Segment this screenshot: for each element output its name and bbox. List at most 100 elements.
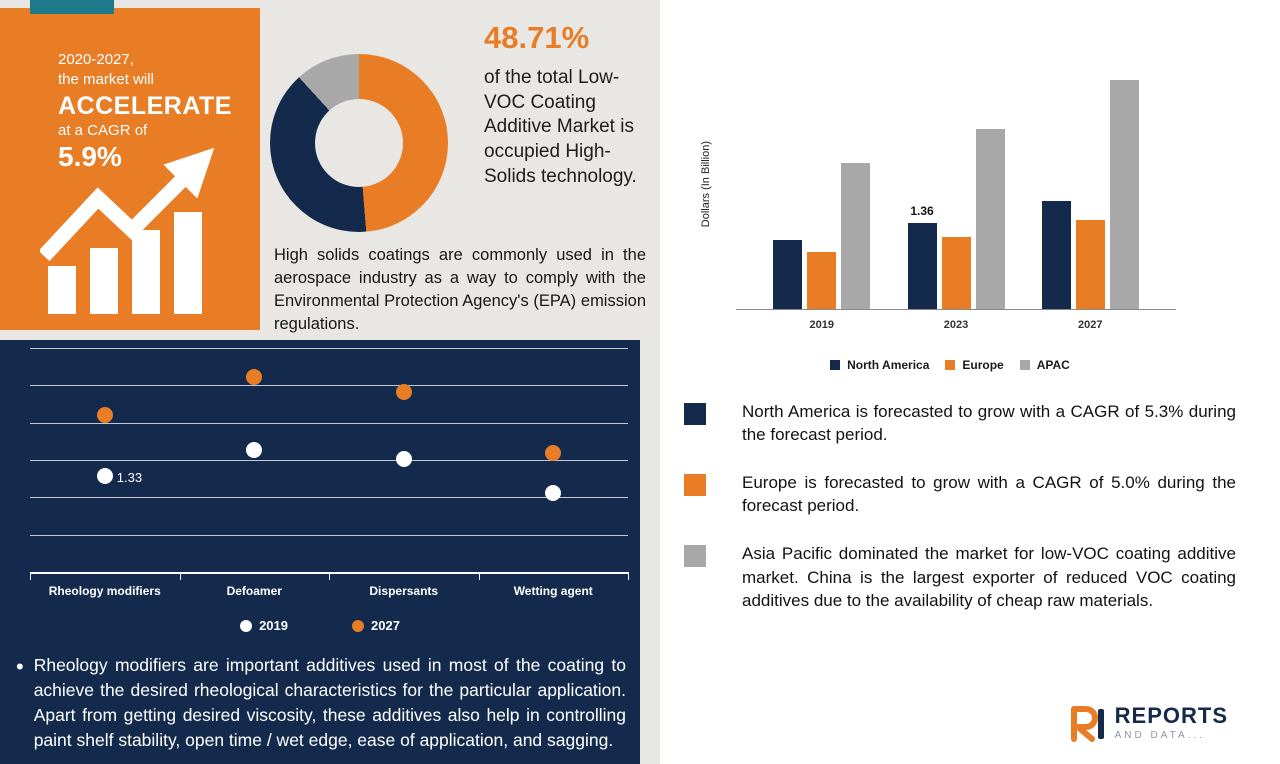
bullet-text-apac: Asia Pacific dominated the market for lo… — [742, 544, 1236, 610]
promo-text-block: 2020-2027, the market will ACCELERATE at… — [0, 8, 260, 173]
promo-accelerate: ACCELERATE — [58, 91, 232, 120]
promo-cagr-label: at a CAGR of — [58, 121, 148, 139]
bar-group-2019: 2019 — [773, 58, 871, 331]
bullet-glyph: • — [16, 654, 24, 679]
bar-chart-plot: 2019 1.36 2023 2027 — [736, 58, 1176, 331]
stat-number: 48.71% — [484, 20, 590, 55]
bar-value-label: 1.36 — [910, 204, 934, 219]
highlight-body-text: High solids coatings are commonly used i… — [274, 246, 646, 334]
bullet-text-north-america: North America is forecasted to grow with… — [742, 402, 1236, 445]
donut-chart — [270, 54, 448, 232]
dot-value-label: 1.33 — [116, 470, 143, 485]
region-bullets: North America is forecasted to grow with… — [684, 400, 1236, 637]
dot-plot-chart: 1.33 Rheology modifiers Defoamer Dispersan… — [30, 348, 629, 598]
data-point-2019 — [395, 450, 412, 467]
growth-arrow-icon — [40, 147, 215, 314]
dot-plot-legend: 2019 2027 — [0, 618, 640, 633]
bullet-row-north-america: North America is forecasted to grow with… — [684, 400, 1236, 446]
legend-square-europe — [945, 360, 956, 370]
bullet-text-europe: Europe is forecasted to grow with a CAGR… — [742, 473, 1236, 516]
highlight-panel: 48.71% of the total Low-VOC Coating Addi… — [260, 0, 660, 333]
dot-plot-note-text: Rheology modifiers are important additiv… — [33, 655, 626, 750]
logo-title: REPORTS — [1114, 703, 1228, 728]
logo-icon — [1070, 706, 1104, 742]
promo-line: the market will — [58, 71, 154, 89]
donut-row: 48.71% of the total Low-VOC Coating Addi… — [260, 0, 660, 232]
bullet-square — [684, 545, 706, 568]
bullet-row-apac: Asia Pacific dominated the market for lo… — [684, 542, 1236, 611]
axis-tick — [478, 572, 480, 580]
bar-north-america: 1.36 — [907, 204, 937, 309]
bullet-square — [684, 403, 706, 425]
right-panel: Dollars (In Billion) 2019 1.36 2023 2027 No… — [660, 0, 1280, 764]
bar-europe — [941, 237, 971, 309]
category-label-wetting-agent: Wetting agent — [513, 584, 593, 598]
dot-plot-area: 1.33 — [30, 348, 629, 580]
category-label-defoamer: Defoamer — [226, 584, 282, 598]
x-tick-label: 2023 — [943, 319, 969, 331]
legend-square-north-america — [830, 360, 841, 370]
dot-plot-note-row: • Rheology modifiers are important addit… — [16, 653, 626, 752]
legend-dot-2027 — [352, 619, 364, 632]
donut-hole — [315, 99, 403, 187]
dot-plot-panel: 1.33 Rheology modifiers Defoamer Dispersan… — [0, 340, 640, 764]
bar-apac — [975, 128, 1005, 309]
gridline — [30, 422, 628, 424]
bar-chart-legend: North America Europe APAC — [720, 358, 1180, 372]
legend-label: Europe — [962, 358, 1004, 372]
left-column: 2020-2027, the market will ACCELERATE at… — [0, 0, 660, 764]
bar-group-2027: 2027 — [1041, 58, 1139, 331]
legend-item-2019: 2019 — [240, 618, 288, 633]
bar-north-america — [773, 240, 803, 309]
x-tick-label: 2027 — [1078, 319, 1103, 331]
legend-label: APAC — [1036, 358, 1070, 372]
axis-tick — [179, 572, 181, 580]
category-label-rheology-modifiers: Rheology modifiers — [48, 584, 161, 598]
axis-tick — [329, 572, 330, 580]
axis-tick — [628, 572, 629, 580]
legend-item-apac: APAC — [1019, 358, 1070, 372]
stat-block: 48.71% of the total Low-VOC Coating Addi… — [484, 20, 648, 189]
bar-apac — [841, 163, 871, 309]
gridline — [30, 534, 628, 536]
bar-north-america — [1041, 200, 1071, 309]
legend-square-apac — [1019, 360, 1030, 370]
gridline — [30, 385, 628, 387]
bullet-row-europe: Europe is forecasted to grow with a CAGR… — [684, 471, 1236, 517]
gridline — [30, 497, 628, 499]
dot-plot-categories: Rheology modifiers Defoamer Dispersants Wet… — [30, 584, 628, 598]
legend-label: North America — [847, 358, 930, 372]
bullet-square — [684, 474, 706, 497]
legend-item-europe: Europe — [945, 358, 1004, 372]
gridline — [30, 460, 628, 461]
data-point-2019 — [545, 485, 562, 502]
legend-dot-2019 — [240, 619, 253, 632]
data-point-2027 — [96, 406, 113, 423]
cagr-promo-panel: 2020-2027, the market will ACCELERATE at… — [0, 0, 260, 330]
legend-item-north-america: North America — [830, 358, 929, 372]
bar-europe — [807, 251, 837, 309]
bar-chart: Dollars (In Billion) 2019 1.36 2023 2027 — [700, 58, 1176, 331]
data-point-2027 — [545, 444, 562, 461]
data-point-2027 — [246, 369, 263, 386]
gridline — [30, 348, 628, 349]
bar-group-2023: 1.36 2023 — [907, 58, 1005, 331]
bar-apac — [1109, 79, 1139, 309]
data-point-2019 — [246, 441, 263, 458]
legend-item-2027: 2027 — [352, 618, 400, 633]
reportsanddata-logo: REPORTS AND DATA... — [1067, 704, 1228, 742]
stat-description: of the total Low-VOC Coating Additive Ma… — [484, 67, 637, 187]
category-label-dispersants: Dispersants — [369, 584, 439, 598]
bar-europe — [1075, 219, 1105, 309]
bar-chart-y-axis-label: Dollars (In Billion) — [700, 140, 712, 228]
legend-label: 2027 — [371, 618, 400, 633]
data-point-2019 — [96, 468, 113, 484]
axis-tick — [30, 572, 31, 580]
legend-label: 2019 — [259, 618, 288, 633]
promo-cagr-value: 5.9% — [58, 140, 122, 172]
teal-accent-bar — [30, 0, 114, 14]
logo-subtitle: AND DATA... — [1114, 730, 1206, 741]
promo-years: 2020-2027, — [58, 51, 134, 68]
data-point-2027 — [395, 383, 412, 400]
